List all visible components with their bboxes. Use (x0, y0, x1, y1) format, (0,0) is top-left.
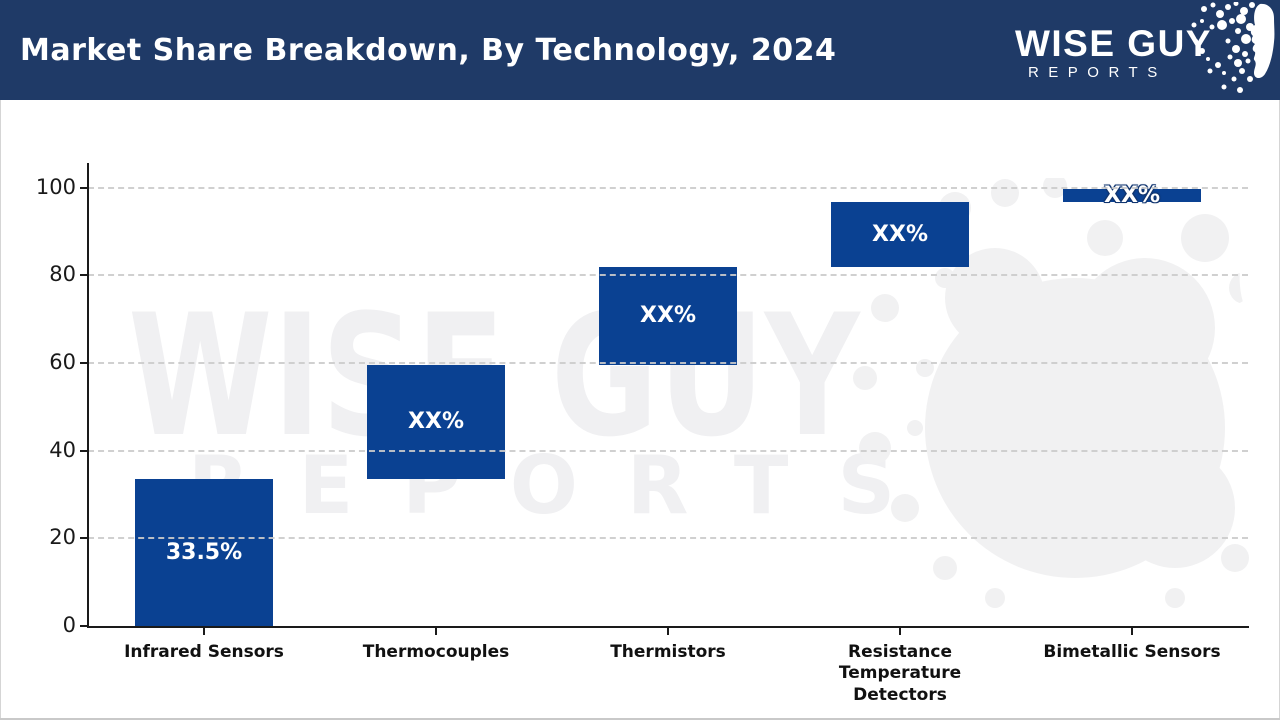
gridline-60 (88, 361, 1248, 364)
bar-2: XX% (367, 364, 505, 480)
gridline-20 (88, 537, 1248, 540)
y-tick-label-80: 80 (49, 262, 76, 287)
y-tick-40 (80, 449, 87, 452)
bar-value-label-2: XX% (408, 409, 464, 435)
y-tick-100 (80, 186, 87, 189)
gridline-80 (88, 274, 1248, 277)
wise-guy-reports-logo: WISE GUY REPORTS (1015, 0, 1278, 100)
bar-5: XX% (1063, 183, 1201, 208)
bar-4: XX% (831, 201, 969, 268)
y-tick-label-60: 60 (49, 349, 76, 374)
gridline-40 (88, 449, 1248, 452)
x-category-label-2: Thermocouples (362, 642, 510, 662)
x-tick-3 (667, 628, 669, 635)
page-border-bottom (0, 718, 1280, 720)
y-tick-60 (80, 361, 87, 364)
chart-title: Market Share Breakdown, By Technology, 2… (20, 33, 837, 68)
x-tick-2 (435, 628, 437, 635)
x-category-label-4: Resistance Temperature Detectors (838, 642, 962, 705)
y-tick-label-0: 0 (62, 613, 76, 637)
bar-value-label-4: XX% (872, 222, 928, 248)
bar-value-label-3: XX% (640, 303, 696, 329)
watermark-reports-text: REPORTS (188, 439, 945, 532)
header-bar: Market Share Breakdown, By Technology, 2… (0, 0, 1280, 100)
x-tick-4 (899, 628, 901, 635)
y-tick-label-100: 100 (35, 174, 76, 199)
x-category-label-3: Thermistors (610, 642, 726, 662)
y-tick-0 (80, 625, 87, 627)
y-tick-80 (80, 274, 87, 277)
x-tick-5 (1131, 628, 1133, 635)
y-tick-label-40: 40 (49, 437, 76, 462)
y-tick-20 (80, 537, 87, 540)
logo-wiseguy-label: WISE GUY (1014, 22, 1212, 64)
gridline-100 (88, 186, 1248, 189)
y-axis-spine (87, 163, 89, 628)
x-axis-spine (87, 626, 1249, 628)
bar-1: 33.5% (135, 479, 273, 626)
logo-dotted-head-icon (1191, 1, 1275, 93)
y-tick-label-20: 20 (49, 525, 76, 550)
page-border-left (0, 100, 1, 720)
x-category-label-5: Bimetallic Sensors (1043, 642, 1221, 662)
bar-3: XX% (599, 267, 737, 365)
bar-value-label-1: 33.5% (165, 540, 243, 566)
x-category-label-1: Infrared Sensors (124, 642, 284, 662)
x-tick-1 (203, 628, 205, 635)
logo-text: WISE GUY REPORTS (1015, 25, 1212, 80)
logo-reports-label: REPORTS (1027, 63, 1167, 81)
